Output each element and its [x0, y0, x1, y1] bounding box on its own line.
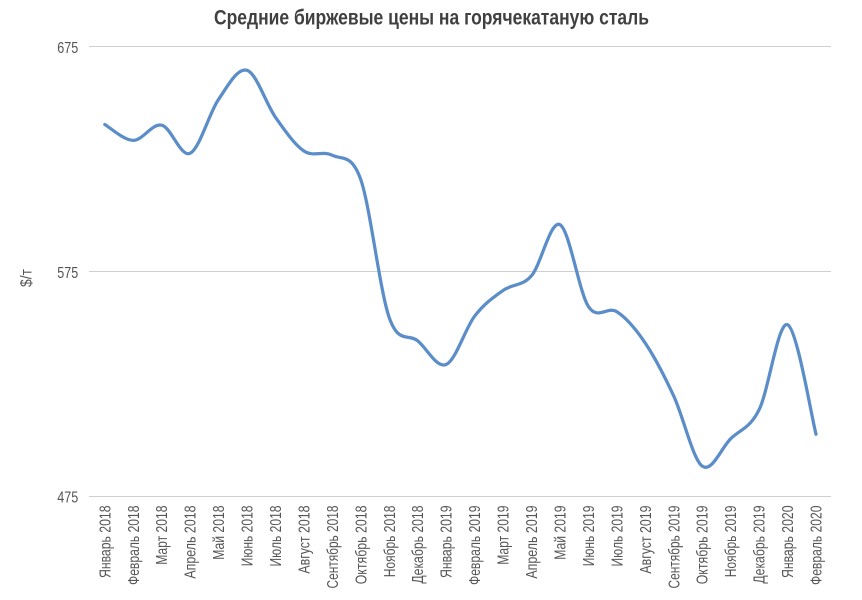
svg-text:Август 2018: Август 2018 — [296, 505, 313, 573]
svg-text:Сентябрь 2019: Сентябрь 2019 — [666, 505, 683, 588]
svg-text:Август 2019: Август 2019 — [638, 505, 655, 573]
svg-text:Март 2018: Март 2018 — [154, 505, 171, 564]
svg-text:Май 2019: Май 2019 — [553, 505, 570, 559]
svg-text:Июль 2019: Июль 2019 — [609, 505, 626, 566]
svg-text:Октябрь 2018: Октябрь 2018 — [353, 505, 370, 584]
svg-text:Декабрь 2018: Декабрь 2018 — [410, 505, 427, 583]
svg-text:Июнь 2019: Июнь 2019 — [581, 505, 598, 566]
svg-text:Апрель 2018: Апрель 2018 — [183, 505, 200, 578]
svg-text:575: 575 — [57, 265, 78, 282]
svg-text:$/т: $/т — [19, 268, 36, 287]
svg-text:475: 475 — [57, 490, 78, 507]
svg-text:Февраль 2019: Февраль 2019 — [467, 505, 484, 585]
svg-text:Декабрь 2019: Декабрь 2019 — [752, 505, 769, 583]
svg-text:Средние биржевые цены на горяч: Средние биржевые цены на горячекатаную с… — [214, 7, 649, 30]
svg-text:Май 2018: Май 2018 — [211, 505, 228, 559]
svg-text:Ноябрь 2018: Ноябрь 2018 — [382, 505, 399, 577]
svg-text:Июль 2018: Июль 2018 — [268, 505, 285, 566]
svg-text:Ноябрь 2019: Ноябрь 2019 — [723, 505, 740, 577]
svg-text:Октябрь 2019: Октябрь 2019 — [695, 505, 712, 584]
svg-text:Апрель 2019: Апрель 2019 — [524, 505, 541, 578]
svg-text:Сентябрь 2018: Сентябрь 2018 — [325, 505, 342, 588]
svg-text:Январь 2020: Январь 2020 — [780, 505, 797, 578]
svg-text:Январь 2018: Январь 2018 — [97, 505, 114, 578]
svg-text:675: 675 — [57, 40, 78, 57]
svg-text:Февраль 2020: Февраль 2020 — [809, 505, 826, 585]
svg-text:Январь 2019: Январь 2019 — [439, 505, 456, 578]
svg-text:Март 2019: Март 2019 — [496, 505, 513, 564]
svg-text:Февраль 2018: Февраль 2018 — [126, 505, 143, 585]
svg-text:Июнь 2018: Июнь 2018 — [240, 505, 257, 566]
